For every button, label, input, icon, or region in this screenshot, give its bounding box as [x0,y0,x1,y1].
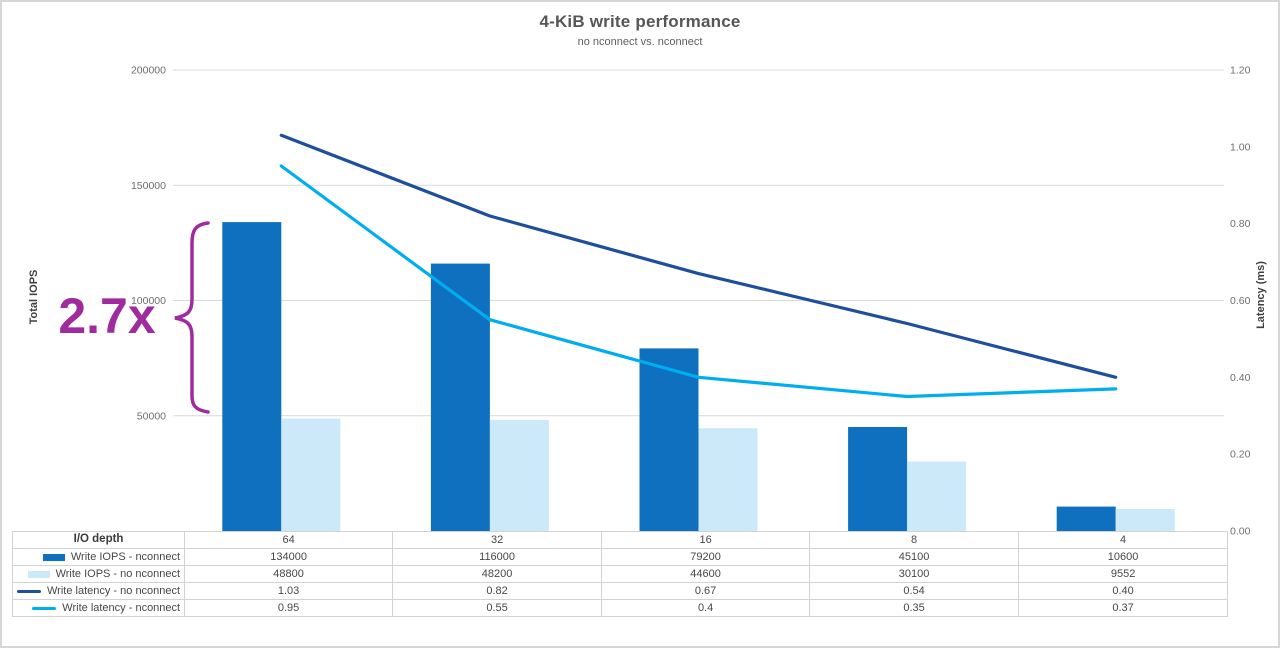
series-name: Write IOPS - no nconnect [55,567,181,580]
right-axis-title: Latency (ms) [1255,261,1267,329]
value-cell: 0.95 [184,599,394,617]
value-cell: 116000 [392,548,603,566]
category-cell: 8 [809,531,1020,549]
bar-write-iops-nconnect [222,222,282,531]
bar-legend-swatch-icon [27,570,50,578]
line-series [279,133,1118,399]
left-axis-title: Total IOPS [28,269,40,325]
data-table: I/O depth 64 32 16 8 4 Write IOPS - nconnect 13… [11,531,1229,617]
category-cell: 32 [392,531,603,549]
annotation-2-7x: 2.7x [58,288,156,344]
gridlines [173,69,1224,417]
x-axis-label: I/O depth [11,531,186,549]
series-name: Write IOPS - nconnect [70,550,181,563]
bar-write-iops-no-nconnect [907,461,967,531]
value-cell: 0.4 [601,599,811,617]
chart-title: 4-KiB write performance [539,12,741,31]
bar-write-iops-nconnect [1056,506,1116,531]
axis-ticks: 200000 150000 100000 50000 1.20 1.00 0.80 0.60 0… [131,65,1251,538]
right-axis-tick: 0.00 [1230,526,1251,538]
chart-subtitle: no nconnect vs. nconnect [577,36,703,48]
right-axis-tick: 0.40 [1230,372,1251,384]
value-cell: 0.67 [601,582,811,600]
left-axis-tick: 100000 [131,295,166,307]
line-legend-swatch-icon [17,589,41,593]
left-axis-tick: 50000 [137,410,166,422]
value-cell: 30100 [809,565,1020,583]
series-label-cell: Write IOPS - nconnect [11,548,186,566]
bar-write-iops-nconnect [639,348,699,531]
annotation-brace [174,221,210,414]
value-cell: 1.03 [184,582,394,600]
value-cell: 0.40 [1018,582,1229,600]
table-row: Write latency - nconnect 0.95 0.55 0.4 0.35 0… [11,599,1229,617]
right-axis-tick: 1.20 [1230,65,1251,77]
left-axis-tick: 200000 [131,65,166,77]
value-cell: 0.82 [392,582,603,600]
value-cell: 0.55 [392,599,603,617]
value-cell: 48200 [392,565,603,583]
value-cell: 10600 [1018,548,1229,566]
series-name: Write latency - nconnect [62,601,181,614]
value-cell: 134000 [184,548,394,566]
right-axis-tick: 1.00 [1230,141,1251,153]
bar-write-iops-no-nconnect [698,428,758,531]
value-cell: 9552 [1018,565,1229,583]
value-cell: 0.54 [809,582,1020,600]
bar-write-iops-no-nconnect [281,418,341,531]
bar-write-iops-no-nconnect [489,419,549,531]
category-cell: 64 [184,531,394,549]
series-name: Write latency - no nconnect [47,584,181,597]
table-row: Write IOPS - no nconnect 48800 48200 44600 3… [11,565,1229,583]
bar-write-iops-nconnect [430,263,490,531]
value-cell: 44600 [601,565,811,583]
table-row: Write latency - no nconnect 1.03 0.82 0.67 0… [11,582,1229,600]
bar-legend-swatch-icon [42,553,65,561]
line-write-latency-nconnect [279,164,1118,399]
value-cell: 0.37 [1018,599,1229,617]
value-cell: 45100 [809,548,1020,566]
line-write-latency-no-nconnect [279,133,1118,379]
series-label-cell: Write latency - nconnect [11,599,186,617]
value-cell: 48800 [184,565,394,583]
value-cell: 79200 [601,548,811,566]
right-axis-tick: 0.20 [1230,449,1251,461]
line-legend-swatch-icon [32,606,57,610]
series-label-cell: Write latency - no nconnect [11,582,186,600]
value-cell: 0.35 [809,599,1020,617]
bar-series [222,222,1175,531]
series-label-cell: Write IOPS - no nconnect [11,565,186,583]
bar-write-iops-no-nconnect [1115,509,1175,531]
right-axis-tick: 0.80 [1230,218,1251,230]
table-row: Write IOPS - nconnect 134000 116000 79200 45… [11,548,1229,566]
bar-write-iops-nconnect [848,427,908,531]
category-cell: 4 [1018,531,1229,549]
right-axis-tick: 0.60 [1230,295,1251,307]
left-axis-tick: 150000 [131,180,166,192]
category-cell: 16 [601,531,811,549]
table-header-row: I/O depth 64 32 16 8 4 [11,531,1229,549]
